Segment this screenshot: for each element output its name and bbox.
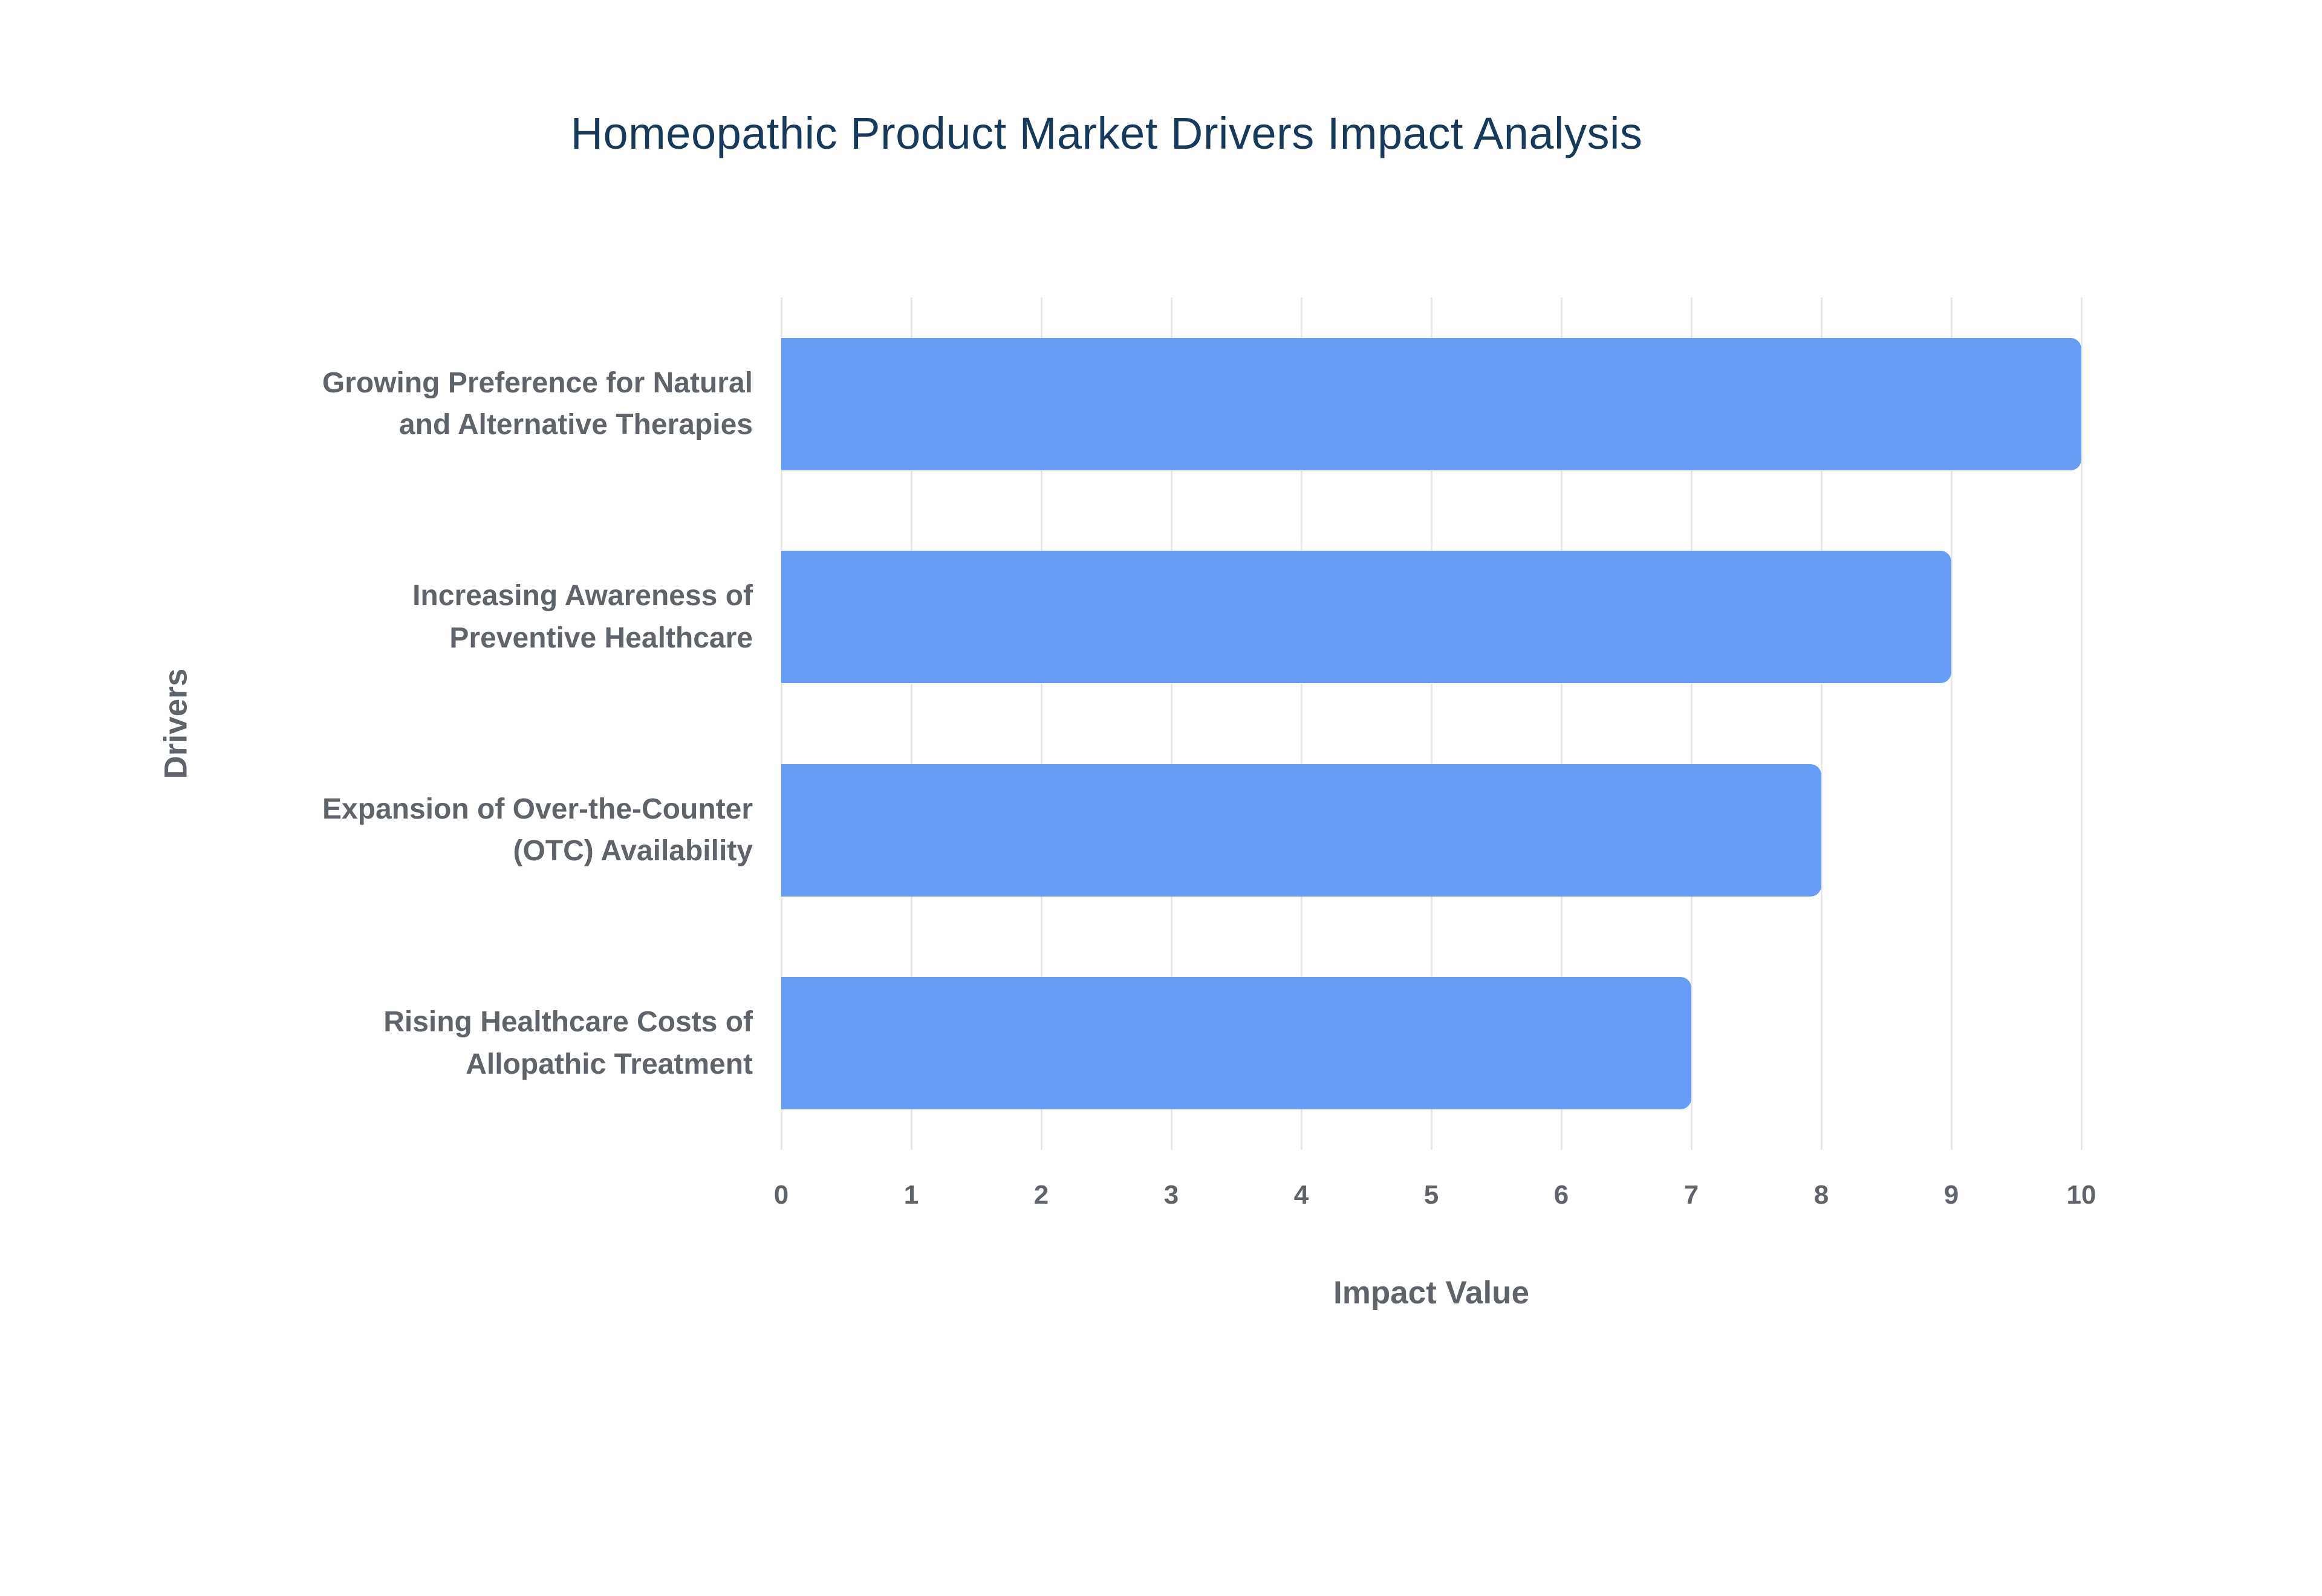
x-tick-label: 4 — [1293, 1180, 1309, 1210]
x-tick-label: 2 — [1033, 1180, 1049, 1210]
x-tick-label: 6 — [1553, 1180, 1569, 1210]
x-tick-label: 0 — [773, 1180, 789, 1210]
x-tick-label: 9 — [1943, 1180, 1959, 1210]
bar-row — [781, 511, 2081, 724]
gridline — [1951, 297, 1953, 1150]
y-axis-title: Drivers — [158, 668, 194, 779]
x-axis-ticks: 0 1 2 3 4 5 6 7 8 9 10 — [774, 1180, 2096, 1222]
grid-layer — [781, 297, 2083, 1150]
bar — [781, 551, 1951, 684]
x-tick-label: 10 — [2066, 1180, 2096, 1210]
y-label-row: Expansion of Over-the-Counter (OTC) Avai… — [200, 724, 753, 937]
gridline — [1171, 297, 1172, 1150]
x-tick-label: 3 — [1163, 1180, 1179, 1210]
gridline — [1691, 297, 1693, 1150]
bar-row — [781, 724, 2081, 937]
y-label-row: Rising Healthcare Costs of Allopathic Tr… — [200, 937, 753, 1150]
y-label-row: Growing Preference for Natural and Alter… — [200, 297, 753, 511]
x-axis-title: Impact Value — [1333, 1275, 1530, 1311]
category-label: Increasing Awareness of Preventive Healt… — [412, 580, 753, 654]
plot-area — [781, 297, 2083, 1150]
bars-layer — [781, 297, 2081, 1150]
chart-title: Homeopathic Product Market Drivers Impac… — [570, 108, 1643, 158]
gridline — [1561, 297, 1563, 1150]
y-label-row: Increasing Awareness of Preventive Healt… — [200, 511, 753, 724]
gridline — [1821, 297, 1823, 1150]
gridline — [1041, 297, 1042, 1150]
bar — [781, 977, 1691, 1110]
gridline — [1431, 297, 1433, 1150]
x-tick-label: 8 — [1813, 1180, 1829, 1210]
bar-row — [781, 297, 2081, 511]
x-tick-label: 5 — [1423, 1180, 1439, 1210]
bar — [781, 337, 2081, 470]
gridline — [911, 297, 912, 1150]
x-tick-label: 1 — [903, 1180, 919, 1210]
x-tick-label: 7 — [1683, 1180, 1699, 1210]
category-label: Rising Healthcare Costs of Allopathic Tr… — [383, 1006, 753, 1080]
gridline — [1301, 297, 1302, 1150]
gridline — [781, 297, 782, 1150]
bar-row — [781, 937, 2081, 1150]
category-label: Growing Preference for Natural and Alter… — [322, 366, 753, 441]
bar — [781, 764, 1821, 897]
y-axis-labels: Growing Preference for Natural and Alter… — [200, 297, 753, 1150]
category-label: Expansion of Over-the-Counter (OTC) Avai… — [322, 793, 753, 868]
gridline — [2081, 297, 2083, 1150]
